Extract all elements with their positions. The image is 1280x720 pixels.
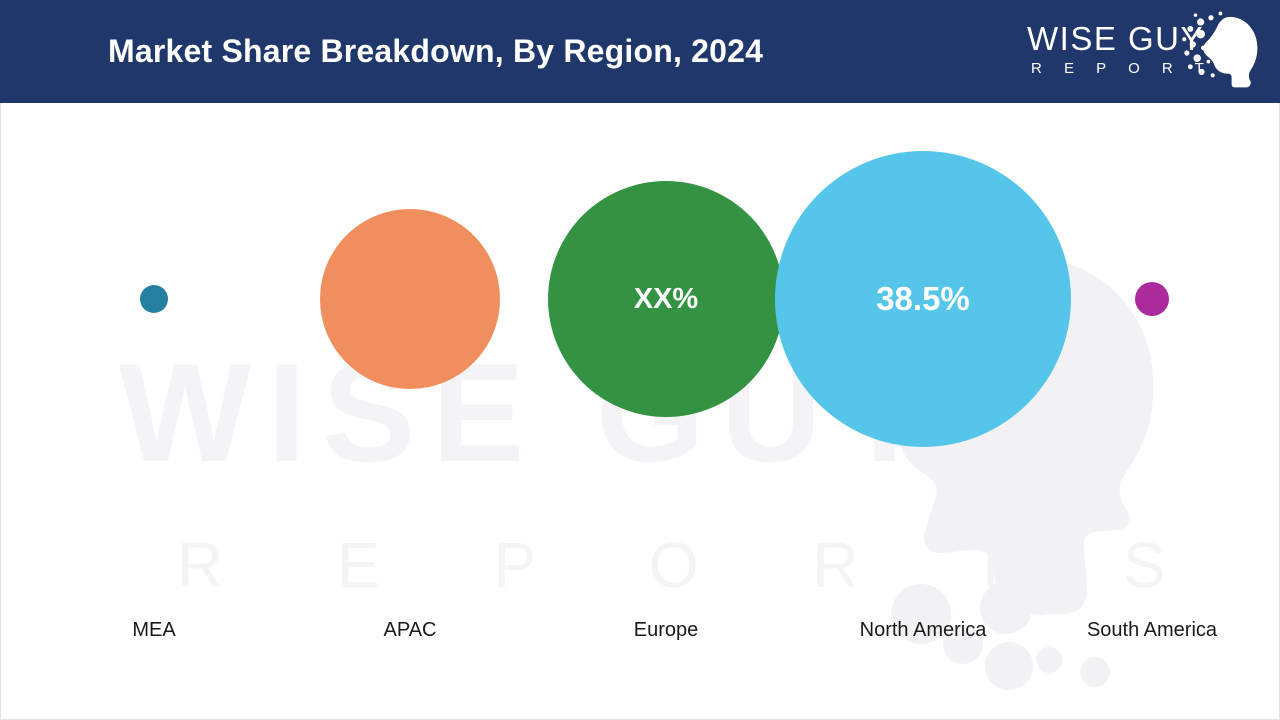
axis-label-north-america: North America (859, 619, 987, 641)
axis-label-europe: Europe (633, 619, 699, 641)
bubble-value-north-america: 38.5% (876, 280, 970, 317)
bubble-mea[interactable] (140, 285, 168, 313)
category-axis: MEA APAC Europe North America South Amer… (1, 616, 1279, 656)
logo-brand-name: WISE GUY (1027, 20, 1205, 57)
chart-header: Market Share Breakdown, By Region, 2024 … (0, 0, 1280, 103)
dotted-head-profile-icon (1182, 11, 1258, 88)
axis-label-mea: MEA (132, 619, 176, 641)
bubble-series: XX% 38.5% (1, 103, 1279, 719)
bubble-apac[interactable] (320, 209, 500, 389)
bubble-value-europe: XX% (633, 282, 699, 315)
page-title: Market Share Breakdown, By Region, 2024 (108, 33, 764, 69)
bubble-north-america[interactable]: 38.5% (775, 151, 1071, 447)
axis-label-south-america: South America (1086, 619, 1218, 641)
bubble-europe[interactable]: XX% (548, 181, 784, 417)
bubble-south-america[interactable] (1135, 282, 1169, 316)
chart-plot-area: WISE GUY R E P O R T S (0, 103, 1280, 720)
wise-guy-reports-logo: WISE GUY R E P O R T S (1015, 8, 1270, 96)
axis-label-apac: APAC (383, 619, 437, 641)
logo-brand-subtitle: R E P O R T S (1031, 60, 1245, 77)
